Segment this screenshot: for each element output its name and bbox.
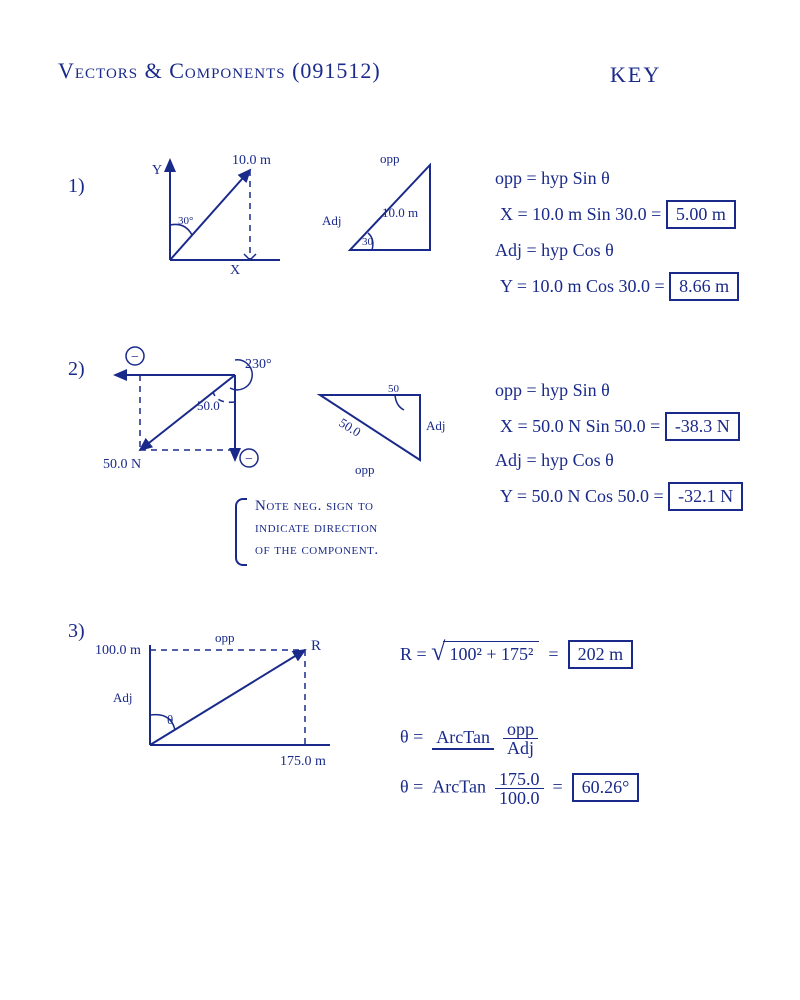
p2-eq2: X = 50.0 N Sin 50.0 = -38.3 N <box>500 412 740 441</box>
p3-eq3a: θ = <box>400 777 423 797</box>
p1-tri-opp: opp <box>380 151 400 166</box>
p2-axes-diagram: − − 230° 50.0 50.0 N <box>95 340 285 480</box>
p3-eq1: R = √100² + 175² = 202 m <box>400 640 633 669</box>
p2-angle50: 50.0 <box>197 398 220 413</box>
sqrt-icon: √100² + 175² <box>431 641 539 665</box>
answer-key-label: KEY <box>610 62 661 88</box>
p2-note-l1: Note neg. sign to <box>255 498 373 515</box>
problem-2-number: 2) <box>68 358 85 381</box>
problem-1-number: 1) <box>68 175 85 198</box>
p1-mag-label: 10.0 m <box>232 153 271 168</box>
p3-theta: θ <box>167 712 173 727</box>
svg-text:−: − <box>131 350 139 365</box>
p2-mag: 50.0 N <box>103 457 141 472</box>
p2-triangle: 50.0 50 Adj opp <box>300 380 450 475</box>
p1-x-label: X <box>230 263 240 278</box>
p3-adj: Adj <box>113 690 133 705</box>
p1-tri-ang: 30 <box>362 236 374 248</box>
p3-eq3-ans: 60.26° <box>572 773 640 802</box>
p3-eq2b: ArcTan <box>432 727 494 750</box>
p3-eq1a: R = <box>400 644 427 664</box>
p2-note-l2: indicate direction <box>255 520 378 537</box>
p2-eq2-ans: -38.3 N <box>665 412 740 441</box>
p3-eq1b: = <box>548 644 558 664</box>
note-brace <box>235 498 247 566</box>
p3-R: R <box>311 638 321 654</box>
p1-eq3: Adj = hyp Cos θ <box>495 240 614 261</box>
p3-eq3: θ = ArcTan 175.0 100.0 = 60.26° <box>400 770 639 807</box>
p3-eq3-frac: 175.0 100.0 <box>495 770 544 807</box>
p2-eq4a: Y = 50.0 N Cos 50.0 = <box>500 486 664 506</box>
p1-axes-diagram: Y X 30° 10.0 m <box>130 150 300 280</box>
p3-eq1-ans: 202 m <box>568 640 634 669</box>
p3-eq2-frac: opp Adj <box>503 720 538 757</box>
worksheet-page: Vectors & Components (091512) KEY 1) Y X… <box>0 0 800 1000</box>
p3-eq2-num: opp <box>503 720 538 739</box>
p1-angle-label: 30° <box>178 215 193 227</box>
p2-eq3: Adj = hyp Cos θ <box>495 450 614 471</box>
p3-eq2: θ = ArcTan opp Adj <box>400 720 538 757</box>
p1-eq4a: Y = 10.0 m Cos 30.0 = <box>500 276 665 296</box>
p2-note-l3: of the component. <box>255 542 379 559</box>
p2-eq1: opp = hyp Sin θ <box>495 380 610 401</box>
p2-eq2a: X = 50.0 N Sin 50.0 = <box>500 416 660 436</box>
p3-eq3-num: 175.0 <box>495 770 544 789</box>
p2-eq4-ans: -32.1 N <box>668 482 743 511</box>
p1-tri-adj: Adj <box>322 213 342 228</box>
p1-eq2-ans: 5.00 m <box>666 200 736 229</box>
p1-eq1: opp = hyp Sin θ <box>495 168 610 189</box>
p2-tri-adj: Adj <box>426 418 446 433</box>
p3-eq3b: ArcTan <box>432 777 486 797</box>
p1-tri-hyp: 10.0 m <box>382 205 418 220</box>
p3-opp: opp <box>215 630 235 645</box>
p2-angle230: 230° <box>245 357 272 372</box>
p1-triangle: opp Adj 10.0 m 30 <box>320 155 460 265</box>
p3-eq2a: θ = <box>400 727 423 747</box>
p3-eq2-den: Adj <box>503 739 538 757</box>
p2-eq4: Y = 50.0 N Cos 50.0 = -32.1 N <box>500 482 743 511</box>
p3-diagram: 100.0 m 175.0 m opp Adj R θ <box>95 620 355 780</box>
p2-tri-hyp: 50.0 <box>336 415 363 440</box>
p1-eq2: X = 10.0 m Sin 30.0 = 5.00 m <box>500 200 736 229</box>
p3-y: 100.0 m <box>95 643 141 658</box>
p3-x: 175.0 m <box>280 754 326 769</box>
p1-y-label: Y <box>152 163 162 178</box>
p3-eq1-rad: 100² + 175² <box>443 641 539 665</box>
p1-eq4: Y = 10.0 m Cos 30.0 = 8.66 m <box>500 272 739 301</box>
page-title: Vectors & Components (091512) <box>58 58 381 84</box>
p3-eq3-den: 100.0 <box>495 789 544 807</box>
p3-eq3c: = <box>553 777 563 797</box>
p1-eq4-ans: 8.66 m <box>669 272 739 301</box>
svg-text:−: − <box>245 452 253 467</box>
p2-tri-opp: opp <box>355 462 375 477</box>
p2-tri-ang: 50 <box>388 383 400 395</box>
p1-eq2a: X = 10.0 m Sin 30.0 = <box>500 204 661 224</box>
problem-3-number: 3) <box>68 620 85 643</box>
